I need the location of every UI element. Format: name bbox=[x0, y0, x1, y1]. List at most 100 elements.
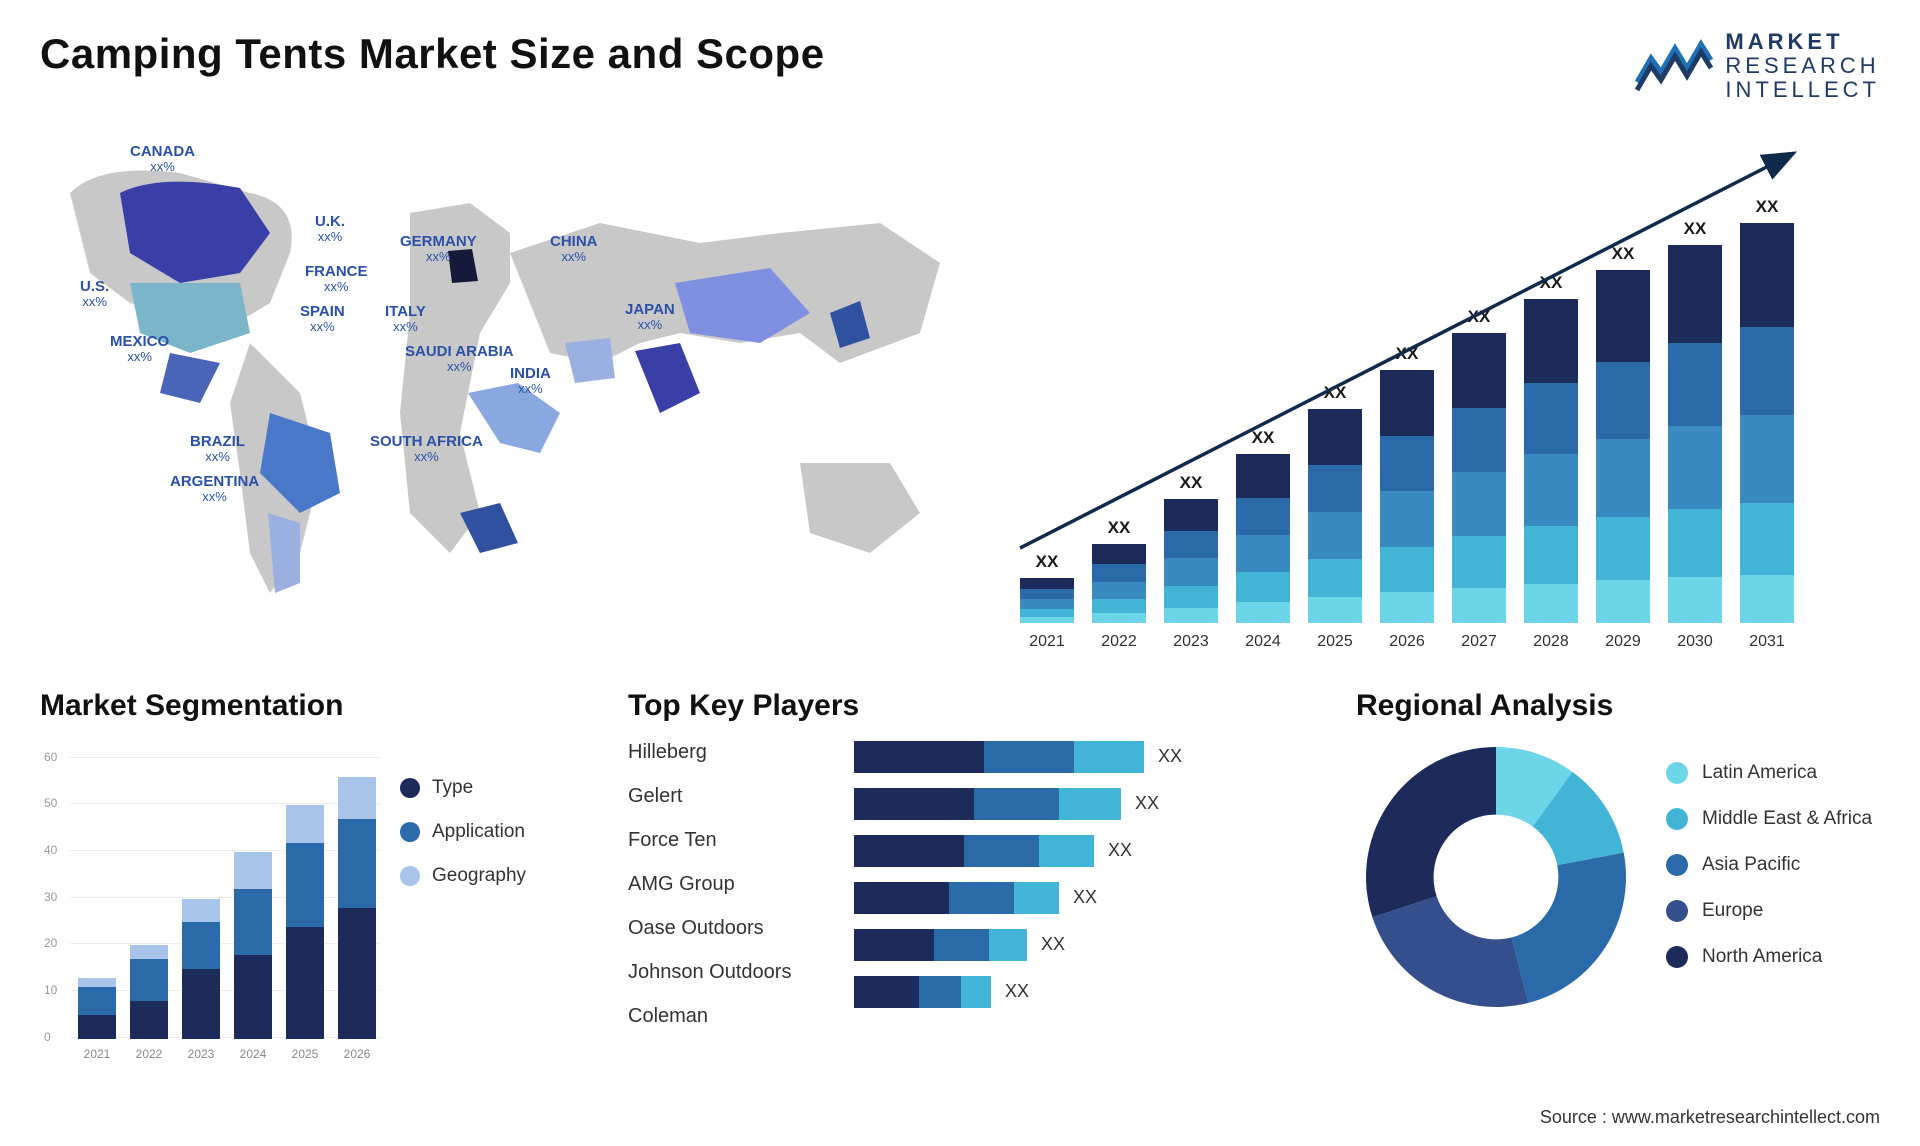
growth-bar-segment bbox=[1596, 362, 1650, 440]
region-legend-label: Middle East & Africa bbox=[1702, 808, 1872, 830]
region-legend-item: Latin America bbox=[1666, 762, 1880, 784]
growth-bar-value: XX bbox=[1036, 552, 1059, 572]
map-label: CHINAxx% bbox=[550, 233, 598, 265]
page-title: Camping Tents Market Size and Scope bbox=[40, 30, 825, 78]
seg-y-tick: 30 bbox=[44, 890, 57, 904]
logo-mark-icon bbox=[1635, 38, 1713, 94]
growth-bar: XX bbox=[1092, 518, 1146, 623]
player-bar-segment bbox=[964, 835, 1039, 867]
player-name: AMG Group bbox=[628, 873, 838, 896]
logo-line3: INTELLECT bbox=[1725, 78, 1880, 102]
region-legend-label: North America bbox=[1702, 946, 1822, 968]
growth-bar-segment bbox=[1452, 472, 1506, 536]
map-label: FRANCExx% bbox=[305, 263, 368, 295]
seg-bar-segment bbox=[182, 969, 220, 1039]
growth-bar-segment bbox=[1668, 509, 1722, 577]
growth-chart-panel: XX2021XX2022XX2023XX2024XX2025XX2026XX20… bbox=[1010, 133, 1880, 663]
region-legend-label: Asia Pacific bbox=[1702, 854, 1800, 876]
growth-bar-segment bbox=[1596, 517, 1650, 581]
growth-bar-segment bbox=[1596, 270, 1650, 362]
growth-bar-segment bbox=[1164, 558, 1218, 585]
segmentation-title: Market Segmentation bbox=[40, 689, 600, 723]
region-legend-item: North America bbox=[1666, 946, 1880, 968]
player-bar-segment bbox=[984, 741, 1074, 773]
growth-bar-segment bbox=[1524, 383, 1578, 454]
seg-bar-segment bbox=[234, 852, 272, 889]
seg-bar-segment bbox=[182, 899, 220, 922]
regional-title: Regional Analysis bbox=[1356, 689, 1880, 723]
map-label: INDIAxx% bbox=[510, 365, 551, 397]
seg-bar-segment bbox=[286, 927, 324, 1039]
seg-bar-segment bbox=[234, 955, 272, 1039]
growth-year-label: 2028 bbox=[1521, 633, 1581, 651]
seg-legend-label: Application bbox=[432, 821, 525, 843]
growth-bar: XX bbox=[1596, 244, 1650, 623]
growth-bar-segment bbox=[1380, 436, 1434, 492]
seg-bar-segment bbox=[130, 1001, 168, 1038]
growth-bar-segment bbox=[1596, 439, 1650, 517]
seg-year-label: 2025 bbox=[284, 1047, 326, 1061]
player-bar-segment bbox=[854, 835, 964, 867]
growth-bar-segment bbox=[1740, 327, 1794, 415]
growth-bar-segment bbox=[1668, 245, 1722, 343]
top-row: CANADAxx%U.S.xx%MEXICOxx%BRAZILxx%ARGENT… bbox=[40, 133, 1880, 663]
growth-bar-segment bbox=[1524, 526, 1578, 584]
seg-y-tick: 60 bbox=[44, 750, 57, 764]
map-label: BRAZILxx% bbox=[190, 433, 245, 465]
growth-year-label: 2031 bbox=[1737, 633, 1797, 651]
legend-dot-icon bbox=[1666, 808, 1688, 830]
segmentation-panel: Market Segmentation 01020304050602021202… bbox=[40, 689, 600, 1109]
regional-legend: Latin America Middle East & Africa Asia Pa… bbox=[1666, 762, 1880, 992]
region-legend-label: Europe bbox=[1702, 900, 1763, 922]
seg-year-label: 2024 bbox=[232, 1047, 274, 1061]
growth-year-label: 2022 bbox=[1089, 633, 1149, 651]
player-bar-row: XX bbox=[854, 741, 1328, 773]
growth-bar-segment bbox=[1092, 544, 1146, 564]
legend-dot-icon bbox=[400, 866, 420, 886]
growth-bar: XX bbox=[1236, 428, 1290, 623]
growth-bar-segment bbox=[1380, 592, 1434, 622]
seg-y-tick: 20 bbox=[44, 936, 57, 950]
donut-slice bbox=[1372, 896, 1528, 1007]
growth-bar-value: XX bbox=[1180, 473, 1203, 493]
growth-bar-segment bbox=[1164, 586, 1218, 608]
map-label: SAUDI ARABIAxx% bbox=[405, 343, 514, 375]
legend-dot-icon bbox=[1666, 900, 1688, 922]
growth-bar-segment bbox=[1380, 547, 1434, 593]
growth-bar-segment bbox=[1236, 572, 1290, 602]
growth-bar-segment bbox=[1524, 584, 1578, 623]
legend-dot-icon bbox=[1666, 854, 1688, 876]
growth-bar-segment bbox=[1524, 299, 1578, 383]
map-label: ARGENTINAxx% bbox=[170, 473, 259, 505]
player-bar-value: XX bbox=[1108, 840, 1132, 861]
growth-bar-segment bbox=[1668, 426, 1722, 509]
map-label: GERMANYxx% bbox=[400, 233, 477, 265]
seg-bar-segment bbox=[78, 1015, 116, 1038]
growth-bar-value: XX bbox=[1252, 428, 1275, 448]
logo-line2: RESEARCH bbox=[1725, 54, 1880, 78]
seg-year-label: 2022 bbox=[128, 1047, 170, 1061]
growth-bar-segment bbox=[1020, 599, 1074, 609]
seg-bar-segment bbox=[338, 819, 376, 908]
growth-year-label: 2029 bbox=[1593, 633, 1653, 651]
seg-bar-segment bbox=[130, 945, 168, 959]
seg-y-tick: 0 bbox=[44, 1030, 51, 1044]
player-bar-segment bbox=[919, 976, 961, 1008]
world-map-panel: CANADAxx%U.S.xx%MEXICOxx%BRAZILxx%ARGENT… bbox=[40, 133, 970, 663]
map-label: SOUTH AFRICAxx% bbox=[370, 433, 483, 465]
player-bar-value: XX bbox=[1005, 981, 1029, 1002]
growth-year-label: 2027 bbox=[1449, 633, 1509, 651]
growth-bar-segment bbox=[1092, 613, 1146, 622]
region-legend-label: Latin America bbox=[1702, 762, 1817, 784]
key-players-title: Top Key Players bbox=[628, 689, 1328, 723]
player-bar-segment bbox=[854, 882, 949, 914]
player-bar-value: XX bbox=[1158, 746, 1182, 767]
regional-panel: Regional Analysis Latin America Middle Ea… bbox=[1356, 689, 1880, 1109]
segmentation-chart: 0102030405060202120222023202420252026 bbox=[40, 737, 380, 1067]
growth-year-label: 2025 bbox=[1305, 633, 1365, 651]
growth-bar-segment bbox=[1668, 343, 1722, 426]
legend-dot-icon bbox=[1666, 762, 1688, 784]
growth-bar-segment bbox=[1668, 577, 1722, 622]
brand-logo: MARKET RESEARCH INTELLECT bbox=[1635, 30, 1880, 103]
growth-bar-segment bbox=[1452, 408, 1506, 472]
